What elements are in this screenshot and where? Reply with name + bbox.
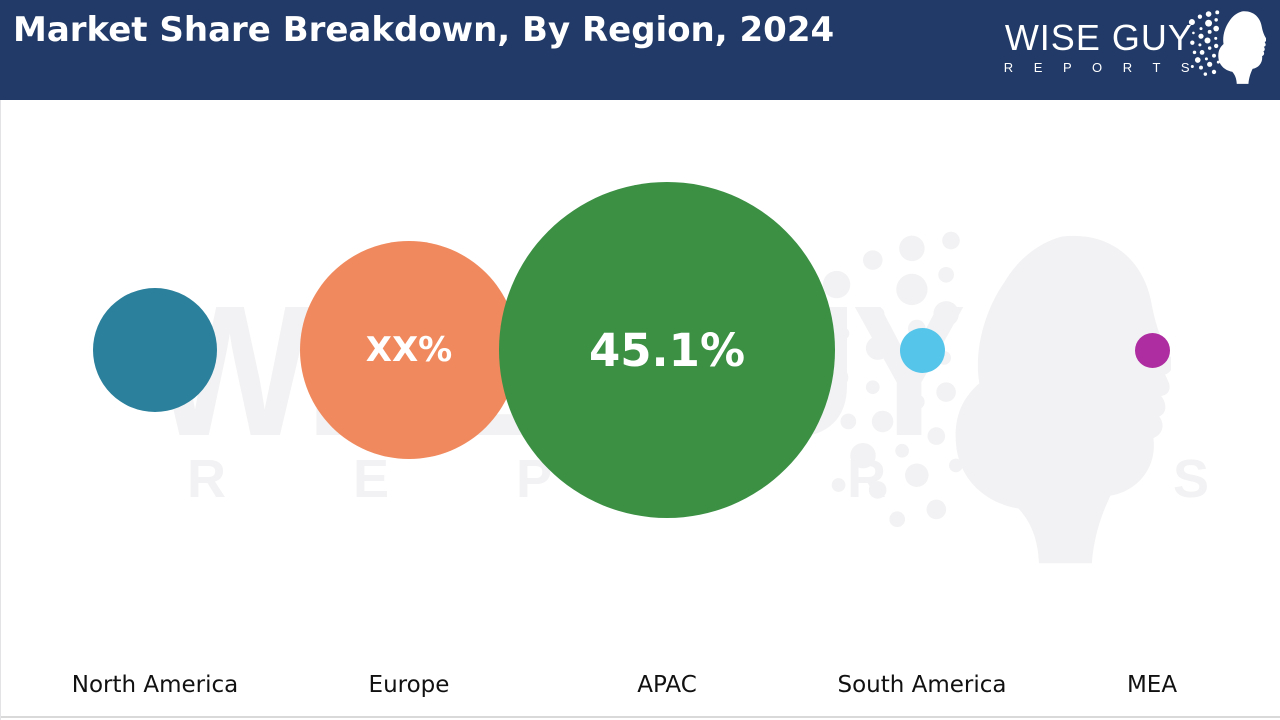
logo-sub-text: R E P O R T S xyxy=(1003,60,1198,75)
category-label-north-america: North America xyxy=(71,672,239,698)
bubble-mea xyxy=(1134,332,1170,368)
category-label-south-america: South America xyxy=(837,672,1007,698)
bottom-axis-line xyxy=(1,716,1280,718)
bubble-south-america xyxy=(899,327,945,373)
chart-area: WISE GUY R E P O R T S XX% 45.1% North A… xyxy=(0,100,1280,720)
page-title: Market Share Breakdown, By Region, 2024 xyxy=(13,10,835,50)
watermark-head-icon xyxy=(822,231,1171,564)
category-label-europe: Europe xyxy=(368,672,450,698)
bubble-apac: 45.1% xyxy=(499,182,835,518)
category-label-apac: APAC xyxy=(637,672,697,698)
brand-logo: WISE GUY R E P O R T S xyxy=(1000,10,1266,100)
bubble-north-america xyxy=(93,288,217,412)
bubble-value-label: 45.1% xyxy=(588,323,746,377)
brand-logo-text: WISE GUY R E P O R T S xyxy=(1000,17,1198,76)
header-bar: Market Share Breakdown, By Region, 2024 … xyxy=(0,0,1280,100)
logo-brand-text: WISE GUY xyxy=(1004,17,1193,58)
bubble-value-label: XX% xyxy=(365,330,453,370)
category-label-mea: MEA xyxy=(1126,672,1178,698)
bubble-europe: XX% xyxy=(300,241,518,459)
logo-head-icon xyxy=(1188,10,1266,84)
